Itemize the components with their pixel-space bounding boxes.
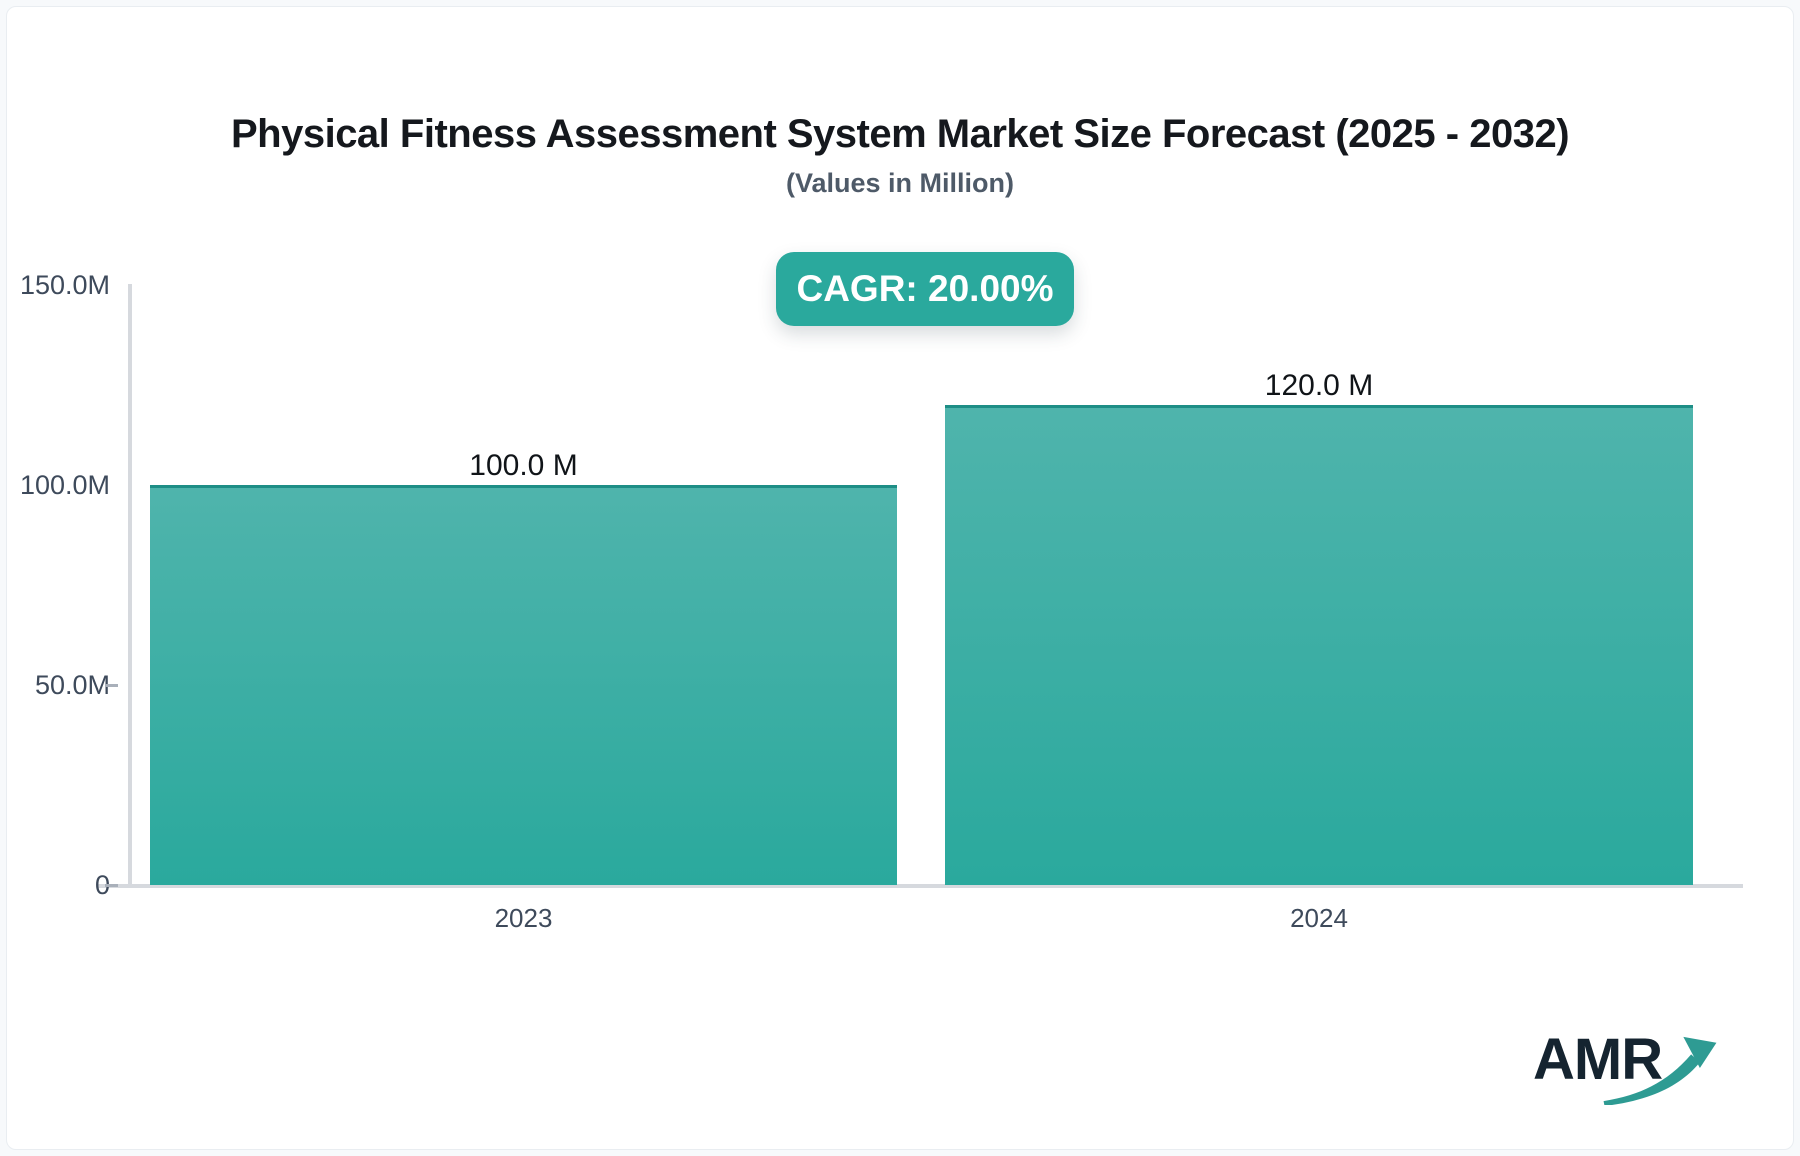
bar-2024[interactable] [945, 405, 1693, 885]
y-tick-label: 0 [94, 870, 110, 900]
amr-logo: AMR [1533, 1031, 1733, 1111]
bar-value-label: 120.0 M [1264, 369, 1374, 402]
x-tick-label-2023: 2023 [494, 903, 553, 933]
y-tick-mark [105, 884, 118, 887]
bar-value-label: 100.0 M [469, 449, 578, 482]
cagr-badge-label: CAGR: 20.00% [796, 268, 1054, 309]
cagr-badge: CAGR: 20.00% [776, 252, 1074, 326]
y-tick-label: 100.0M [19, 470, 110, 500]
y-tick-mark [105, 684, 118, 687]
x-axis-line [97, 884, 1743, 888]
chart-title: Physical Fitness Assessment System Marke… [230, 112, 1570, 156]
y-tick-label: 150.0M [19, 270, 110, 300]
bar-2023[interactable] [150, 485, 897, 885]
x-tick-label-2024: 2024 [1290, 903, 1348, 933]
y-tick-label: 50.0M [34, 670, 110, 700]
chart-subtitle: (Values in Million) [785, 168, 1015, 198]
y-axis-line [128, 284, 132, 885]
amr-logo-text: AMR [1533, 1027, 1663, 1092]
growth-arrow-icon [1603, 1036, 1717, 1105]
